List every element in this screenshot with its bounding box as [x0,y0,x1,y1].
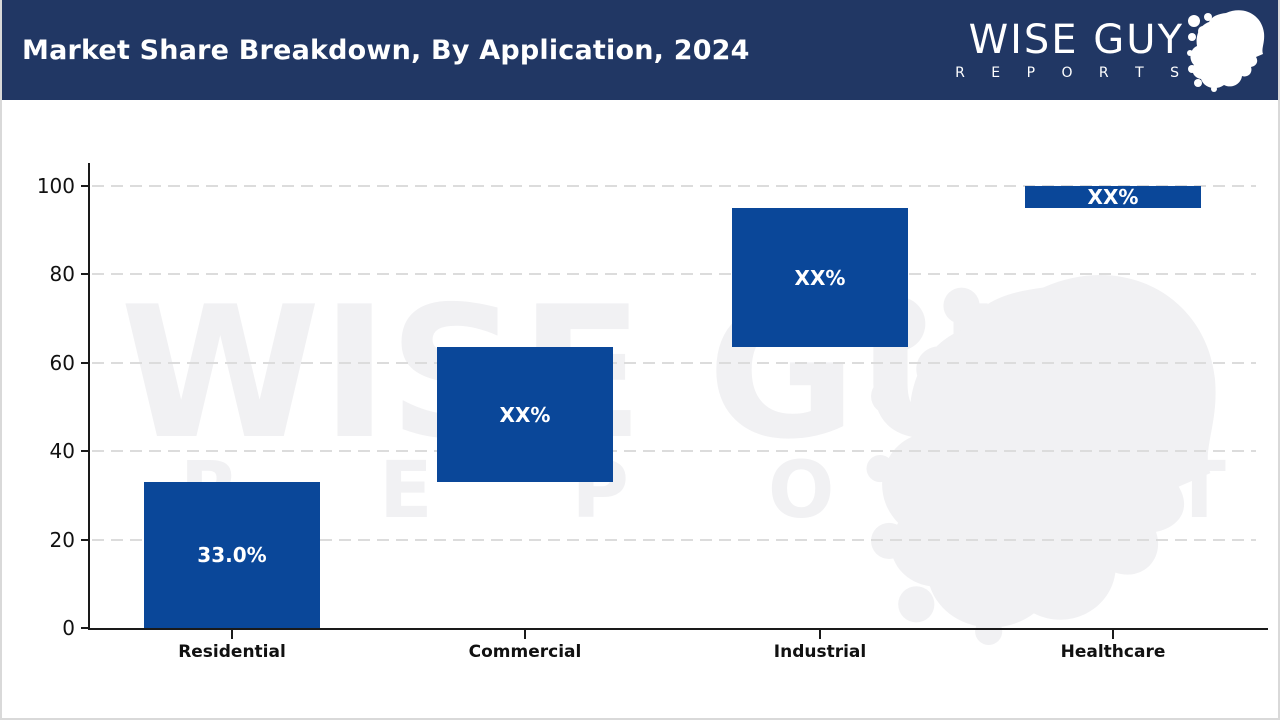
y-tick-mark-20 [81,538,90,541]
x-tick-mark-healthcare [1112,630,1114,639]
y-tick-mark-40 [81,450,90,453]
gridline-y-40 [92,450,1256,453]
gridline-y-80 [92,273,1256,276]
bar-residential: 33.0% [144,482,320,628]
y-tick-label-100: 100 [36,174,75,198]
bar-value-label: XX% [794,265,846,290]
logo-text: WISE GUY R E P O R T S [955,20,1184,80]
gridline-y-100 [92,185,1256,187]
x-category-label-residential: Residential [178,642,286,662]
gridline-y-20 [92,538,1256,541]
y-tick-mark-100 [81,185,90,187]
x-category-label-healthcare: Healthcare [1060,642,1166,662]
y-tick-label-0: 0 [62,616,75,640]
wise-guy-reports-logo: WISE GUY R E P O R T S [955,7,1270,93]
bar-healthcare: XX% [1025,185,1201,210]
x-category-label-industrial: Industrial [773,642,867,662]
chart-plot-area: WISE GUY R E P O R T S 33.0%XX%XX%XX% 02… [2,100,1278,718]
y-tick-label-20: 20 [49,527,75,552]
x-category-label-commercial: Commercial [468,642,582,662]
gridline-y-60 [92,361,1256,364]
bar-industrial: XX% [732,208,908,348]
y-tick-mark-80 [81,273,90,276]
bar-value-label: 33.0% [197,543,267,568]
y-axis-spine [88,163,90,630]
bar-commercial: XX% [437,347,613,483]
bar-value-label: XX% [499,402,551,427]
y-tick-mark-0 [81,627,90,629]
chart-title: Market Share Breakdown, By Application, … [22,34,750,66]
bar-value-label: XX% [1087,185,1139,210]
x-axis-spine [88,628,1268,630]
logo-wordmark: WISE GUY [968,17,1184,63]
logo-subtitle: R E P O R T S [955,65,1190,81]
x-tick-mark-residential [231,630,233,639]
y-tick-mark-60 [81,361,90,364]
y-tick-label-80: 80 [49,262,75,287]
logo-head-icon [1187,10,1265,92]
watermark-head-icon [866,275,1216,645]
y-tick-label-40: 40 [49,439,75,464]
x-tick-mark-industrial [819,630,821,639]
header-banner: Market Share Breakdown, By Application, … [2,0,1278,100]
x-tick-mark-commercial [524,630,526,639]
y-tick-label-60: 60 [49,350,75,375]
